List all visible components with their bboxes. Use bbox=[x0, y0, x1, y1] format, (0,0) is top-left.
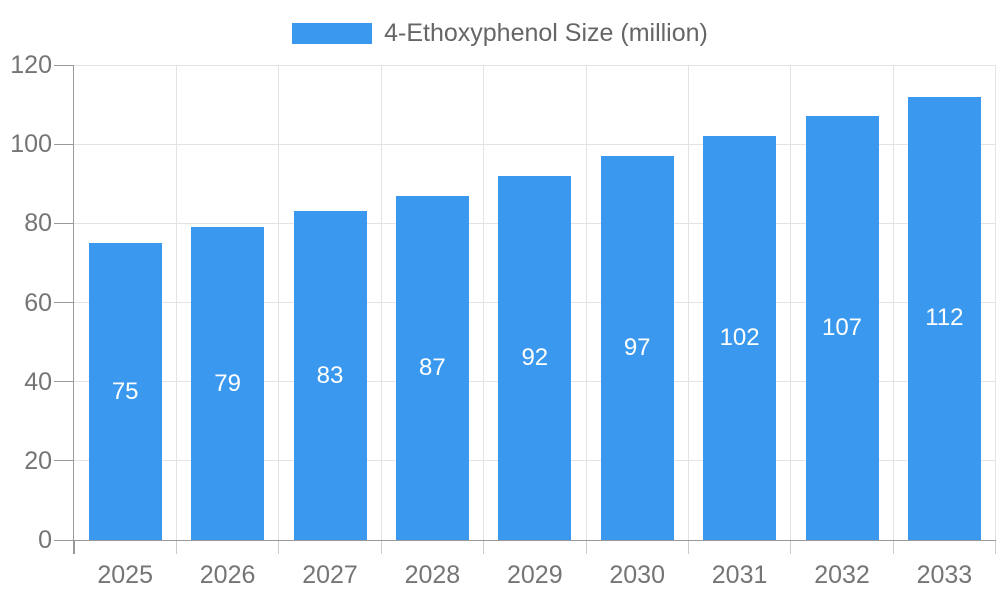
bar[interactable] bbox=[395, 195, 469, 540]
gridline-horizontal bbox=[74, 64, 996, 66]
y-axis-tick-label: 100 bbox=[10, 130, 52, 159]
x-axis-tick bbox=[278, 540, 280, 554]
y-axis-line bbox=[73, 65, 74, 554]
x-axis-tick-label: 2025 bbox=[97, 561, 153, 589]
x-axis-tick bbox=[892, 540, 894, 554]
legend-label[interactable]: 4-Ethoxyphenol Size (million) bbox=[384, 19, 708, 47]
gridline-vertical bbox=[892, 65, 894, 540]
y-axis-tick bbox=[54, 302, 74, 303]
legend: 4-Ethoxyphenol Size (million) bbox=[0, 21, 1000, 46]
x-axis-tick-label: 2028 bbox=[404, 561, 461, 589]
gridline-vertical bbox=[687, 65, 689, 540]
bar[interactable] bbox=[88, 243, 162, 540]
x-axis-tick-label: 2027 bbox=[302, 561, 358, 589]
bar[interactable] bbox=[907, 96, 981, 540]
y-axis-tick bbox=[54, 381, 74, 383]
bar-value-label: 87 bbox=[419, 353, 446, 381]
bar-value-label: 75 bbox=[111, 377, 139, 405]
gridline-vertical bbox=[790, 65, 792, 540]
bar-value-label: 79 bbox=[214, 369, 241, 397]
bar-value-label: 107 bbox=[821, 314, 863, 342]
y-axis-tick-label: 20 bbox=[24, 446, 52, 475]
legend-swatch[interactable] bbox=[292, 23, 373, 44]
x-axis-tick bbox=[175, 540, 177, 554]
bar-value-label: 97 bbox=[623, 334, 651, 362]
bar-value-label: 102 bbox=[719, 324, 760, 352]
y-axis-tick bbox=[54, 539, 74, 541]
bar[interactable] bbox=[293, 211, 367, 540]
x-axis-tick bbox=[73, 540, 75, 554]
x-axis-tick bbox=[585, 540, 587, 554]
bar-value-label: 92 bbox=[521, 343, 549, 371]
x-axis-tick-label: 2032 bbox=[814, 561, 870, 589]
x-axis-tick-label: 2031 bbox=[711, 561, 768, 589]
gridline-vertical bbox=[380, 65, 382, 540]
gridline-vertical bbox=[995, 65, 997, 540]
bar[interactable] bbox=[805, 116, 879, 540]
x-axis-tick-label: 2030 bbox=[609, 561, 665, 589]
bar-value-label: 112 bbox=[925, 304, 964, 332]
y-axis-tick bbox=[54, 64, 74, 66]
bar[interactable] bbox=[191, 227, 265, 540]
x-axis-tick-label: 2033 bbox=[916, 561, 973, 589]
x-axis-tick bbox=[687, 540, 689, 554]
y-axis-tick bbox=[54, 460, 74, 462]
gridline-vertical bbox=[175, 65, 177, 540]
y-axis-tick-label: 120 bbox=[10, 51, 52, 79]
x-axis-tick bbox=[995, 540, 997, 554]
bar[interactable] bbox=[600, 156, 674, 540]
x-axis-tick-label: 2026 bbox=[199, 561, 256, 589]
y-axis-tick-label: 40 bbox=[24, 367, 52, 396]
gridline-vertical bbox=[278, 65, 280, 540]
x-axis-tick bbox=[380, 540, 382, 554]
gridline-vertical bbox=[483, 65, 485, 540]
x-axis-tick-label: 2029 bbox=[506, 561, 563, 589]
gridline-vertical bbox=[585, 65, 587, 540]
y-axis-tick bbox=[54, 143, 74, 145]
x-axis-tick bbox=[483, 540, 485, 554]
gridline-horizontal bbox=[74, 143, 996, 145]
y-axis-tick-label: 80 bbox=[24, 209, 52, 238]
x-axis-line bbox=[74, 539, 996, 541]
y-axis-tick-label: 60 bbox=[24, 288, 52, 317]
bar-value-label: 83 bbox=[316, 361, 344, 389]
bar[interactable] bbox=[703, 136, 777, 540]
y-axis-tick bbox=[54, 222, 74, 224]
x-axis-tick bbox=[790, 540, 792, 554]
bar[interactable] bbox=[498, 175, 572, 540]
y-axis-tick-label: 0 bbox=[38, 526, 52, 554]
